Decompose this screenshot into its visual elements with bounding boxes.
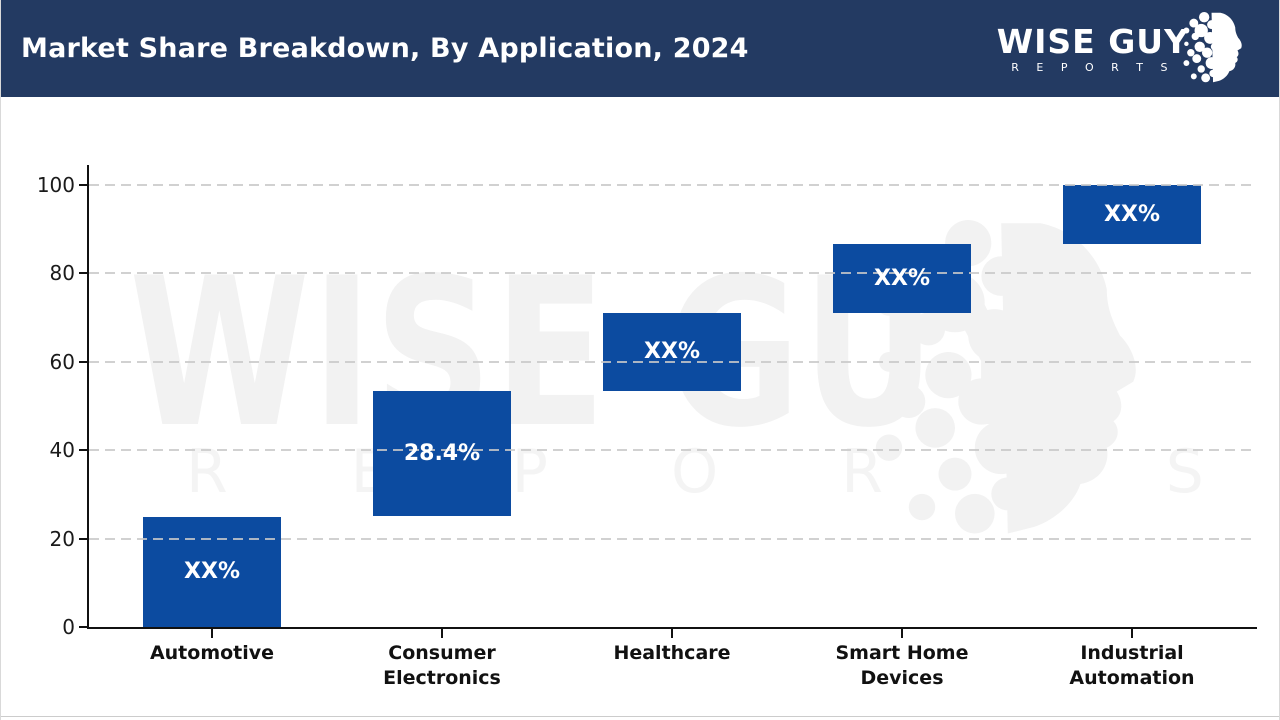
wiseguy-logo-text: WISE GUY R E P O R T S (997, 25, 1189, 73)
y-gridline (89, 537, 1256, 540)
x-category-label: Consumer Electronics (383, 642, 501, 690)
x-category-label: Industrial Automation (1069, 642, 1195, 690)
y-gridline (89, 360, 1256, 363)
wiseguy-logo-face-icon (1183, 11, 1242, 82)
x-tick-mark (901, 629, 903, 638)
bar-value-label: XX% (184, 558, 240, 584)
bar-value-label: 28.4% (403, 440, 481, 466)
x-category-label: Automotive (149, 642, 275, 664)
y-tick-mark (79, 360, 87, 363)
y-tick-label: 40 (49, 438, 75, 463)
bar-segment (143, 516, 281, 627)
y-tick-label: 80 (49, 261, 75, 286)
y-tick-mark (79, 449, 87, 452)
y-tick-mark (79, 626, 87, 628)
x-category-label: Smart Home Devices (835, 642, 969, 690)
bottom-divider (1, 716, 1279, 717)
y-tick-mark (79, 184, 87, 186)
x-tick-mark (211, 629, 213, 638)
y-gridline (89, 184, 1256, 186)
chart-header: Market Share Breakdown, By Application, … (1, 0, 1279, 97)
x-tick-mark (1131, 629, 1133, 638)
x-tick-mark (441, 629, 443, 638)
x-axis-spine (87, 627, 1257, 629)
bar-segment (603, 313, 741, 391)
bar-value-label: XX% (874, 265, 930, 291)
x-tick-mark (671, 629, 673, 638)
y-gridline (89, 449, 1256, 452)
wiseguy-logo-tagline: R E P O R T S (1011, 60, 1175, 74)
y-tick-mark (79, 537, 87, 540)
y-tick-label: 60 (49, 349, 75, 374)
y-tick-label: 0 (62, 615, 75, 639)
wiseguy-logo-name: WISE GUY (996, 21, 1189, 61)
bar-segment (373, 390, 511, 517)
chart-title: Market Share Breakdown, By Application, … (21, 33, 749, 64)
bar-value-label: XX% (644, 339, 700, 365)
y-tick-label: 20 (49, 526, 75, 551)
y-axis-spine (87, 165, 89, 629)
y-gridline (89, 272, 1256, 275)
bar-value-label: XX% (1104, 201, 1160, 227)
x-category-label: Healthcare (613, 642, 731, 664)
y-tick-label: 100 (36, 173, 75, 197)
wiseguy-logo: WISE GUY R E P O R T S (997, 8, 1253, 90)
y-tick-mark (79, 272, 87, 275)
